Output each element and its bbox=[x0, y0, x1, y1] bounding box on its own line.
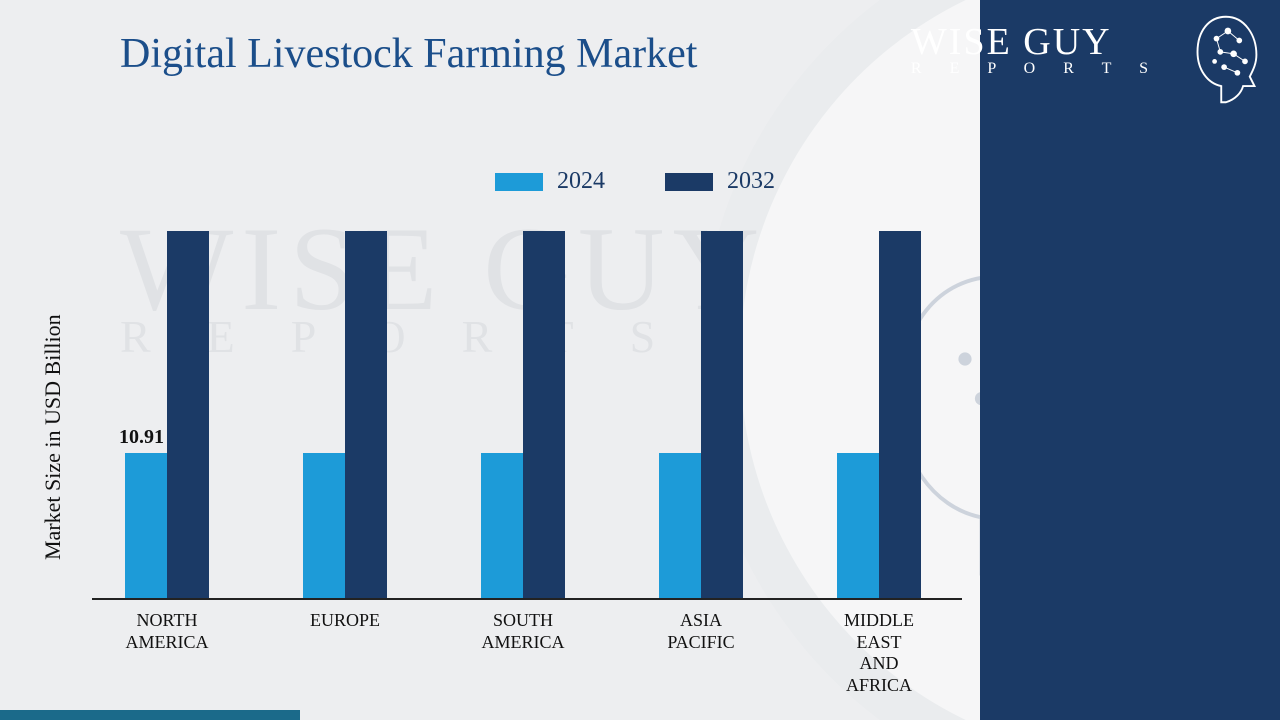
plot-surface: 10.91NORTHAMERICAEUROPESOUTHAMERICAASIAP… bbox=[92, 200, 962, 600]
legend-swatch-2032 bbox=[665, 173, 713, 191]
category-label: EUROPE bbox=[265, 600, 425, 632]
bottom-accent-bar bbox=[0, 710, 300, 720]
legend-label-2024: 2024 bbox=[557, 168, 605, 195]
category-label: MIDDLEEASTANDAFRICA bbox=[799, 600, 959, 696]
bar-series-2024 bbox=[303, 453, 345, 598]
bar-series-2032 bbox=[345, 231, 387, 598]
right-brand-panel bbox=[980, 0, 1280, 720]
brand-head-icon bbox=[1169, 12, 1264, 107]
legend-swatch-2024 bbox=[495, 173, 543, 191]
bar-series-2024 bbox=[481, 453, 523, 598]
brand-line2: R E P O R T S bbox=[911, 60, 1160, 78]
chart-plot-area: 10.91NORTHAMERICAEUROPESOUTHAMERICAASIAP… bbox=[92, 200, 962, 600]
category-label: ASIAPACIFIC bbox=[621, 600, 781, 653]
category-label: SOUTHAMERICA bbox=[443, 600, 603, 653]
bar-series-2024 bbox=[125, 453, 167, 598]
legend: 2024 2032 bbox=[495, 168, 775, 195]
bar-series-2032 bbox=[523, 231, 565, 598]
brand-line1: WISE GUY bbox=[911, 20, 1160, 64]
bar-series-2032 bbox=[879, 231, 921, 598]
bar-series-2032 bbox=[167, 231, 209, 598]
category-label: NORTHAMERICA bbox=[87, 600, 247, 653]
bar-series-2024 bbox=[837, 453, 879, 598]
bar-series-2024 bbox=[659, 453, 701, 598]
bar-value-label: 10.91 bbox=[119, 426, 164, 449]
legend-item-2032: 2032 bbox=[665, 168, 775, 195]
legend-item-2024: 2024 bbox=[495, 168, 605, 195]
bar-series-2032 bbox=[701, 231, 743, 598]
page-canvas: WISE GUY REPORTS WISE GUY R E P O R T S … bbox=[0, 0, 1280, 720]
y-axis-label: Market Size in USD Billion bbox=[40, 314, 66, 560]
brand-logo: WISE GUY R E P O R T S bbox=[911, 20, 1160, 78]
legend-label-2032: 2032 bbox=[727, 168, 775, 195]
chart-title: Digital Livestock Farming Market bbox=[120, 30, 697, 78]
